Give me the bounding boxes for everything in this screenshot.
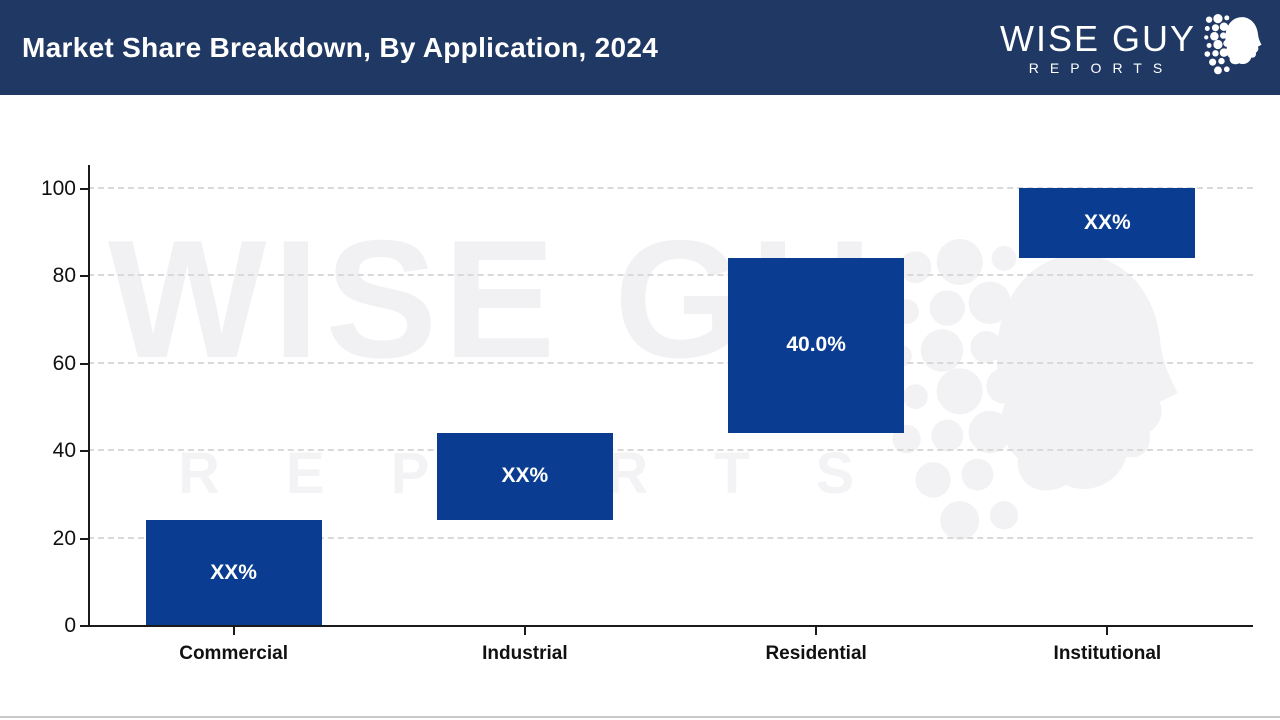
category-label: Commercial [179,643,289,664]
category-label: Residential [765,643,867,664]
gridline [88,186,1253,189]
chart-bar [436,432,613,520]
x-tick-mark [232,627,235,635]
watermark-face-icon [890,238,1178,541]
gridline [88,361,1253,364]
x-tick-mark [523,627,526,635]
y-tick-label: 80 [52,264,76,287]
bar-value-label: XX% [1084,210,1131,234]
y-tick-mark [80,537,88,540]
gridline [88,274,1253,276]
chart-bar [145,520,322,625]
y-tick-label: 40 [52,439,76,462]
bar-value-label: 40.0% [786,333,846,356]
x-tick-mark [1106,627,1109,635]
category-label: Industrial [482,643,568,664]
y-axis-line [88,165,90,627]
logo-text: WISE GUY REPORTS [999,17,1196,76]
bottom-divider [0,716,1280,718]
bar-value-label: XX% [210,560,257,584]
header-banner: Market Share Breakdown, By Application, … [0,0,1280,95]
category-label: Institutional [1053,643,1162,664]
y-tick-label: 20 [52,526,76,550]
x-tick-mark [815,627,818,635]
y-tick-label: 60 [52,351,76,375]
y-tick-label: 0 [64,614,76,637]
chart-bar [1019,187,1196,258]
logo-wordmark: WISE GUY [999,17,1196,59]
wise-guy-reports-logo: WISE GUY REPORTS [1000,11,1280,85]
y-tick-mark [80,187,88,190]
logo-face-icon [1204,13,1262,74]
page-title: Market Share Breakdown, By Application, … [22,31,659,63]
logo-subtitle: REPORTS [1028,59,1174,76]
y-tick-mark [80,362,88,365]
x-axis-line [86,625,1253,627]
chart-bar [728,257,905,433]
y-tick-mark [80,625,88,627]
y-tick-mark [80,450,88,452]
chart-canvas: WISE GU REPORTS 020406080100XX%Commercia… [0,95,1280,716]
gridline [88,536,1253,539]
gridline [88,449,1253,451]
bar-value-label: XX% [501,464,549,488]
y-tick-mark [80,275,88,277]
y-tick-label: 100 [40,176,76,200]
